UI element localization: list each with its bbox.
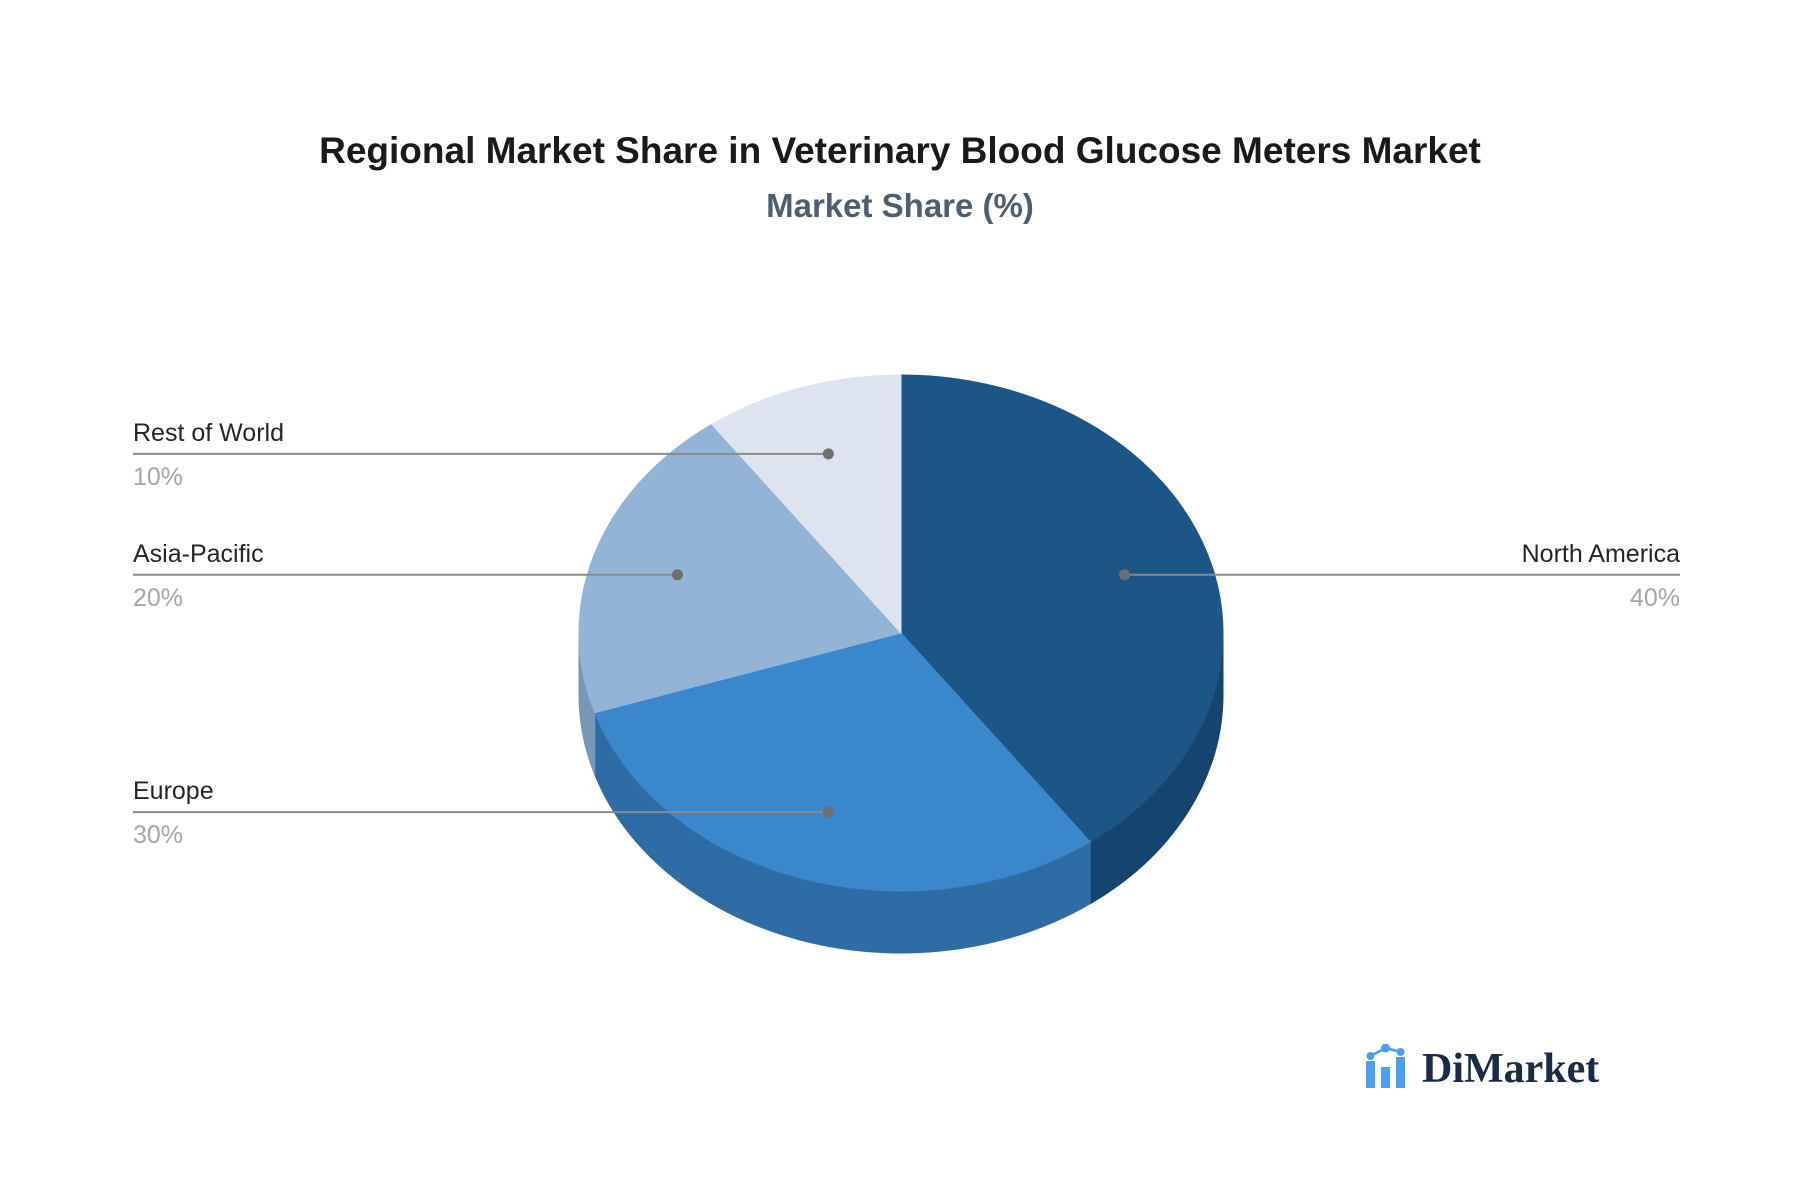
pie-slice-asia-pacific[interactable]	[578, 423, 902, 714]
brand-name: DiMarket	[1422, 1046, 1600, 1092]
brand-logo: DiMarket	[1364, 1044, 1599, 1090]
pie-slice-north-america[interactable]	[900, 374, 1224, 843]
bar-line-chart-icon	[1366, 1044, 1405, 1088]
leader-dot-europe	[822, 806, 834, 818]
leader-dot-north-america	[1119, 569, 1131, 581]
leader-dot-asia-pacific	[671, 569, 683, 581]
chart-title: Regional Market Share in Veterinary Bloo…	[319, 130, 1481, 171]
pie-slice-rest-of-world[interactable]	[710, 374, 902, 635]
leader-dot-rest-of-world	[822, 448, 834, 460]
pie-slice-europe[interactable]	[594, 632, 1092, 892]
chart-subtitle: Market Share (%)	[766, 187, 1034, 224]
